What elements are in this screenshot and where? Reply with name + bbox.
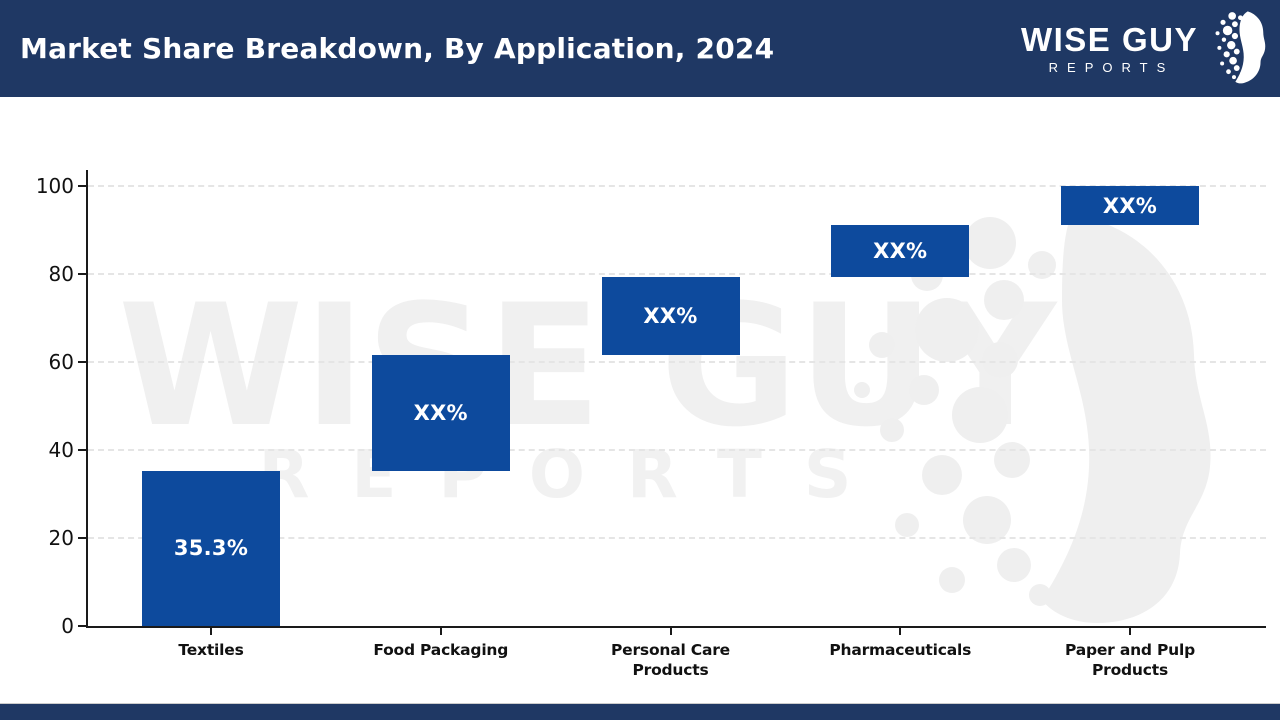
gridline: [88, 273, 1266, 275]
y-tick-label: 20: [48, 526, 74, 550]
y-tick-label: 80: [48, 262, 74, 286]
page-title: Market Share Breakdown, By Application, …: [20, 32, 775, 65]
x-axis-tick: [899, 628, 902, 635]
x-tick-label: Paper and Pulp Products: [1064, 641, 1196, 679]
x-tick-label: Pharmaceuticals: [829, 641, 972, 659]
bar-value-label: XX%: [413, 400, 468, 425]
brand-logo: WISE GUY REPORTS: [996, 6, 1266, 92]
x-tick-label: Food Packaging: [373, 641, 509, 659]
y-axis-tick: [78, 537, 86, 539]
y-axis-line: [86, 170, 88, 628]
brand-name: WISE GUY: [1020, 21, 1198, 58]
x-axis-tick: [439, 628, 442, 635]
y-axis-tick: [78, 625, 86, 627]
header-band: Market Share Breakdown, By Application, …: [0, 0, 1280, 97]
x-axis-tick: [1129, 628, 1131, 635]
gridline: [88, 449, 1266, 451]
bar-value-label: XX%: [643, 303, 698, 328]
bar-value-label: XX%: [873, 238, 928, 263]
x-tick-label: Personal Care Products: [611, 641, 730, 679]
bar: [1061, 186, 1199, 226]
bar-value-label: XX%: [1102, 193, 1158, 218]
bar: [601, 276, 740, 355]
y-axis-tick: [78, 273, 86, 275]
gridline: [88, 537, 1266, 539]
bar: [142, 470, 280, 626]
y-tick-label: 60: [48, 350, 74, 374]
watermark-dotted-head-icon: [742, 205, 1222, 629]
bar: [831, 225, 970, 277]
y-axis-tick: [78, 449, 86, 451]
y-tick-label: 0: [61, 614, 74, 638]
x-axis-line: [86, 626, 1266, 628]
footer-band: [0, 703, 1280, 720]
y-tick-label: 40: [48, 438, 74, 462]
y-tick-label: 100: [35, 174, 74, 198]
gridline: [88, 185, 1266, 187]
y-axis-tick: [78, 185, 86, 187]
y-axis-tick: [78, 361, 86, 363]
brand-logo-text: WISE GUY REPORTS: [1020, 21, 1198, 76]
x-axis-tick: [210, 628, 212, 635]
gridline: [88, 361, 1266, 363]
brand-subtitle: REPORTS: [1048, 60, 1175, 75]
bar-value-label: 35.3%: [173, 536, 249, 561]
dotted-head-profile-icon: [1202, 8, 1266, 90]
x-axis-tick: [669, 628, 672, 635]
bar: [371, 354, 510, 471]
watermark-subtitle-text: REPORTS: [258, 436, 894, 513]
x-tick-label: Textiles: [178, 641, 244, 659]
